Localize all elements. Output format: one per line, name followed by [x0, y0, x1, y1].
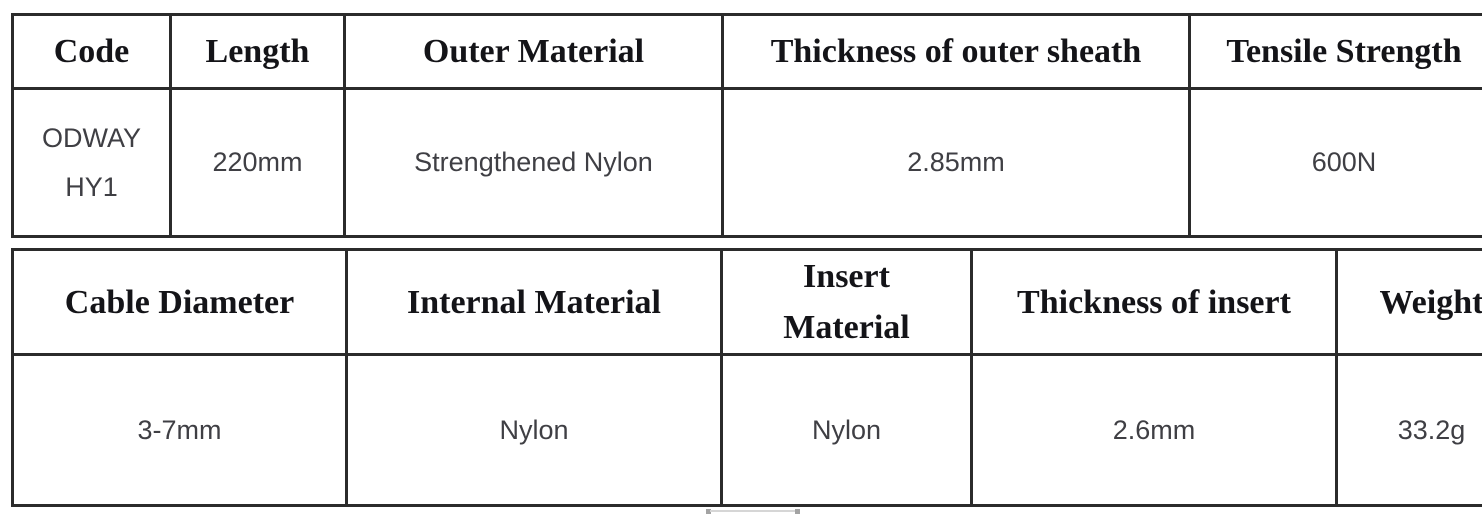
- table-row: Cable Diameter Internal Material Insert …: [11, 248, 1482, 356]
- header-outer-material: Outer Material: [343, 13, 724, 90]
- value-weight: 33.2g: [1335, 353, 1482, 507]
- table-row: Code Length Outer Material Thickness of …: [11, 13, 1482, 90]
- value-outer-material: Strengthened Nylon: [343, 87, 724, 238]
- header-weight: Weight: [1335, 248, 1482, 356]
- header-insert-material: Insert Material: [720, 248, 973, 356]
- header-internal-material: Internal Material: [345, 248, 723, 356]
- header-tensile-strength: Tensile Strength: [1188, 13, 1482, 90]
- header-cable-diameter: Cable Diameter: [11, 248, 348, 356]
- value-insert-material: Nylon: [720, 353, 973, 507]
- header-code: Code: [11, 13, 172, 90]
- value-tensile-strength: 600N: [1188, 87, 1482, 238]
- handle-bar: [710, 510, 796, 512]
- header-thickness-insert: Thickness of insert: [970, 248, 1338, 356]
- value-thickness-insert: 2.6mm: [970, 353, 1338, 507]
- value-internal-material: Nylon: [345, 353, 723, 507]
- spec-table-top: Code Length Outer Material Thickness of …: [11, 13, 1482, 238]
- table-row: 3-7mm Nylon Nylon 2.6mm 33.2g: [11, 353, 1482, 507]
- table-resize-handle: [706, 508, 800, 514]
- handle-right-dot: [795, 509, 800, 514]
- header-length: Length: [169, 13, 346, 90]
- spec-table-bottom: Cable Diameter Internal Material Insert …: [11, 248, 1482, 507]
- value-cable-diameter: 3-7mm: [11, 353, 348, 507]
- value-thickness-outer-sheath: 2.85mm: [721, 87, 1191, 238]
- value-length: 220mm: [169, 87, 346, 238]
- value-code: ODWAY HY1: [11, 87, 172, 238]
- header-thickness-outer-sheath: Thickness of outer sheath: [721, 13, 1191, 90]
- handle-left-dot: [706, 509, 711, 514]
- table-row: ODWAY HY1 220mm Strengthened Nylon 2.85m…: [11, 87, 1482, 238]
